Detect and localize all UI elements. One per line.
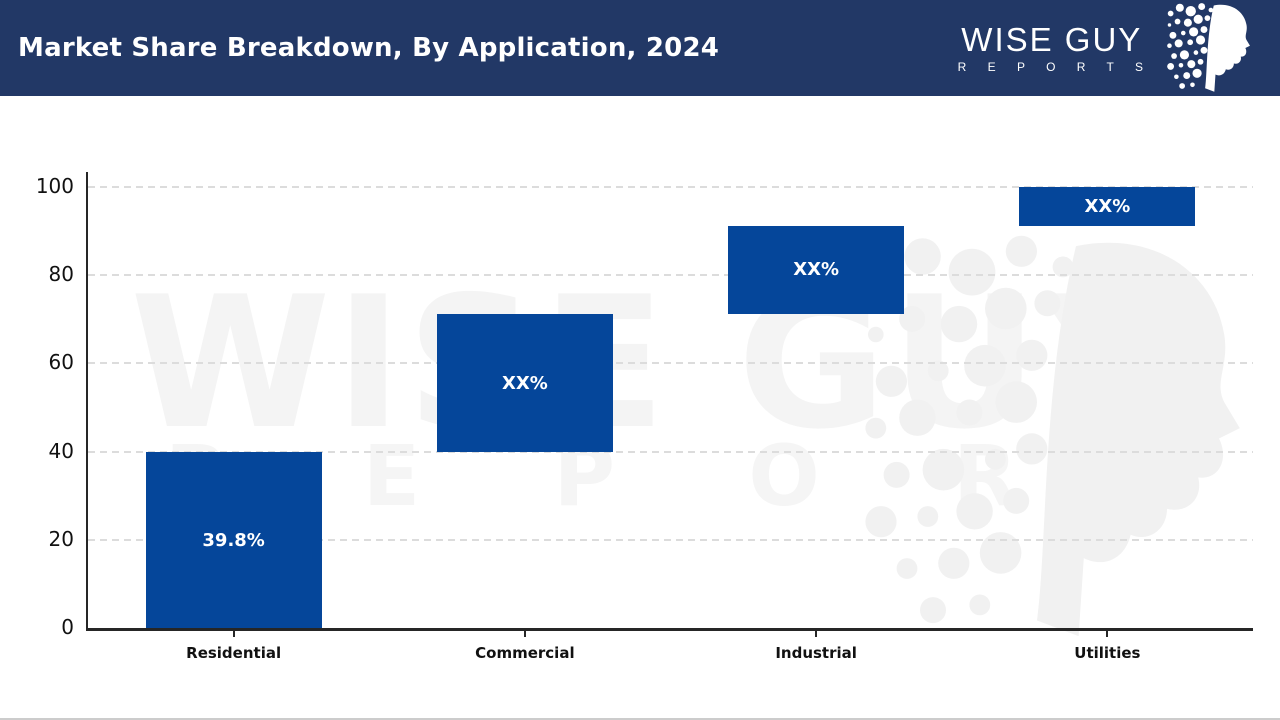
gridline xyxy=(88,538,1253,541)
logo-subtitle: R E P O R T S xyxy=(957,59,1152,74)
gridline xyxy=(88,450,1253,453)
page-title: Market Share Breakdown, By Application, … xyxy=(18,33,720,63)
header: Market Share Breakdown, By Application, … xyxy=(0,0,1280,96)
bar-utilities: XX% xyxy=(1019,187,1196,226)
bar-industrial: XX% xyxy=(728,225,905,314)
x-axis-line xyxy=(86,628,1253,631)
logo-face-icon xyxy=(1167,3,1250,92)
y-tick-label: 100 xyxy=(35,174,74,198)
gridline xyxy=(88,362,1253,365)
y-axis-line xyxy=(86,172,88,628)
x-axis-label: Utilities xyxy=(1074,644,1141,662)
x-tick-mark xyxy=(1106,630,1109,637)
gridline xyxy=(88,186,1253,188)
bar-value-label: XX% xyxy=(1084,195,1131,217)
logo-title: WISE GUY xyxy=(961,20,1143,58)
x-tick-mark xyxy=(815,630,818,637)
x-axis-label: Commercial xyxy=(475,644,575,662)
x-axis-label: Residential xyxy=(186,644,282,662)
x-tick-mark xyxy=(523,630,526,637)
wise-guy-logo: WISE GUY R E P O R T S xyxy=(952,2,1262,94)
y-tick-label: 60 xyxy=(48,350,74,375)
logo-wordmark: WISE GUY R E P O R T S xyxy=(952,23,1152,74)
y-tick-label: 40 xyxy=(48,438,74,463)
x-tick-mark xyxy=(232,630,235,637)
y-tick-label: 80 xyxy=(48,262,74,287)
bar-commercial: XX% xyxy=(436,313,613,453)
bar-residential: 39.8% xyxy=(145,452,322,628)
bar-value-label: XX% xyxy=(501,372,548,394)
bar-value-label: XX% xyxy=(793,259,840,281)
watermark-face-icon xyxy=(865,235,1240,637)
bar-value-label: 39.8% xyxy=(202,529,265,551)
chart-area: WISE GUY R E P O R T S 02040608010039.8%… xyxy=(0,96,1280,718)
y-tick-label: 20 xyxy=(48,526,74,551)
x-axis-label: Industrial xyxy=(775,644,857,662)
y-tick-label: 0 xyxy=(61,615,74,639)
gridline xyxy=(88,274,1253,277)
